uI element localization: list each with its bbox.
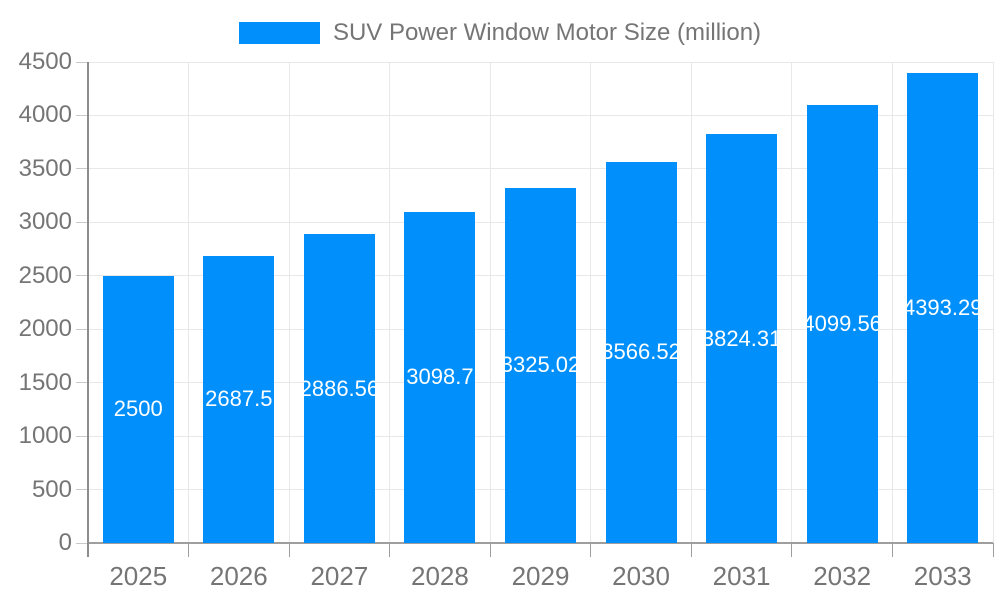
bar-2025[interactable]: 2500 [102, 275, 174, 543]
x-axis-line [88, 542, 993, 544]
bar-value-label: 3824.31 [706, 325, 778, 351]
y-axis-line [87, 62, 89, 557]
bar-value-label: 2886.56 [303, 375, 375, 401]
x-tick-label-2030: 2030 [612, 561, 670, 591]
x-tick-label-2032: 2032 [813, 561, 872, 591]
y-tick-mark [76, 489, 88, 491]
x-tick-mark [389, 543, 391, 557]
x-tick-mark [791, 543, 793, 557]
y-tick-label: 2500 [18, 261, 72, 289]
x-tick-mark [188, 543, 190, 557]
y-tick-label: 2000 [18, 315, 72, 343]
x-tick-mark [590, 543, 592, 557]
gridline-vertical [891, 62, 893, 543]
bar-value-label: 4099.56 [806, 310, 878, 336]
bar-2032[interactable]: 4099.56 [806, 104, 878, 543]
legend-label: SUV Power Window Motor Size (million) [332, 19, 762, 46]
gridline-horizontal [88, 114, 993, 116]
y-tick-mark [76, 221, 88, 223]
y-tick-mark [76, 435, 88, 437]
gridline-vertical [590, 62, 592, 543]
bar-2033[interactable]: 4393.29 [907, 73, 979, 543]
bar-2030[interactable]: 3566.52 [605, 161, 677, 543]
bar-value-label: 2687.5 [205, 386, 273, 412]
y-tick-mark [76, 542, 88, 544]
y-tick-label: 1000 [18, 422, 72, 450]
bar-2026[interactable]: 2687.5 [203, 255, 275, 543]
x-tick-mark [690, 543, 692, 557]
y-tick-label: 4000 [18, 101, 72, 129]
y-tick-label: 4500 [18, 48, 72, 75]
gridline-vertical [791, 62, 793, 543]
x-tick-label-2029: 2029 [511, 561, 570, 591]
x-tick-mark [891, 543, 893, 557]
bar-value-label: 2500 [113, 396, 163, 422]
x-tick-label-2025: 2025 [109, 561, 168, 591]
gridline-vertical [690, 62, 692, 543]
y-tick-label: 3500 [18, 154, 72, 182]
y-tick-mark [76, 328, 88, 330]
y-tick-mark [76, 382, 88, 384]
gridline-vertical [188, 62, 190, 543]
bar-value-label: 3566.52 [605, 339, 677, 365]
y-tick-label: 500 [31, 475, 72, 503]
bar-2029[interactable]: 3325.02 [505, 187, 576, 543]
legend[interactable]: SUV Power Window Motor Size (million) [0, 19, 1000, 47]
x-tick-label-2033: 2033 [913, 561, 972, 591]
bar-2027[interactable]: 2886.56 [303, 234, 375, 543]
legend-swatch-icon [238, 22, 320, 44]
bar-value-label: 3325.02 [505, 352, 576, 378]
y-tick-label: 1500 [18, 368, 72, 396]
x-tick-mark [288, 543, 290, 557]
x-tick-mark [992, 543, 994, 557]
x-tick-label-2028: 2028 [411, 561, 469, 591]
gridline-vertical [389, 62, 391, 543]
gridline-vertical [489, 62, 491, 543]
y-tick-mark [76, 168, 88, 170]
y-tick-mark [76, 114, 88, 116]
y-tick-mark [76, 61, 88, 63]
gridline-vertical [992, 62, 994, 543]
y-tick-label: 0 [58, 529, 72, 556]
bar-value-label: 3098.7 [406, 364, 474, 390]
x-tick-mark [489, 543, 491, 557]
x-tick-label-2027: 2027 [310, 561, 369, 591]
x-tick-label-2031: 2031 [712, 561, 771, 591]
x-tick-label-2026: 2026 [209, 561, 268, 591]
bar-2031[interactable]: 3824.31 [706, 134, 778, 543]
bar-value-label: 4393.29 [907, 295, 979, 321]
y-tick-label: 3000 [18, 208, 72, 236]
gridline-horizontal [88, 168, 993, 170]
gridline-horizontal [88, 61, 993, 63]
bar-2028[interactable]: 3098.7 [404, 211, 476, 543]
y-tick-mark [76, 275, 88, 277]
gridline-vertical [288, 62, 290, 543]
